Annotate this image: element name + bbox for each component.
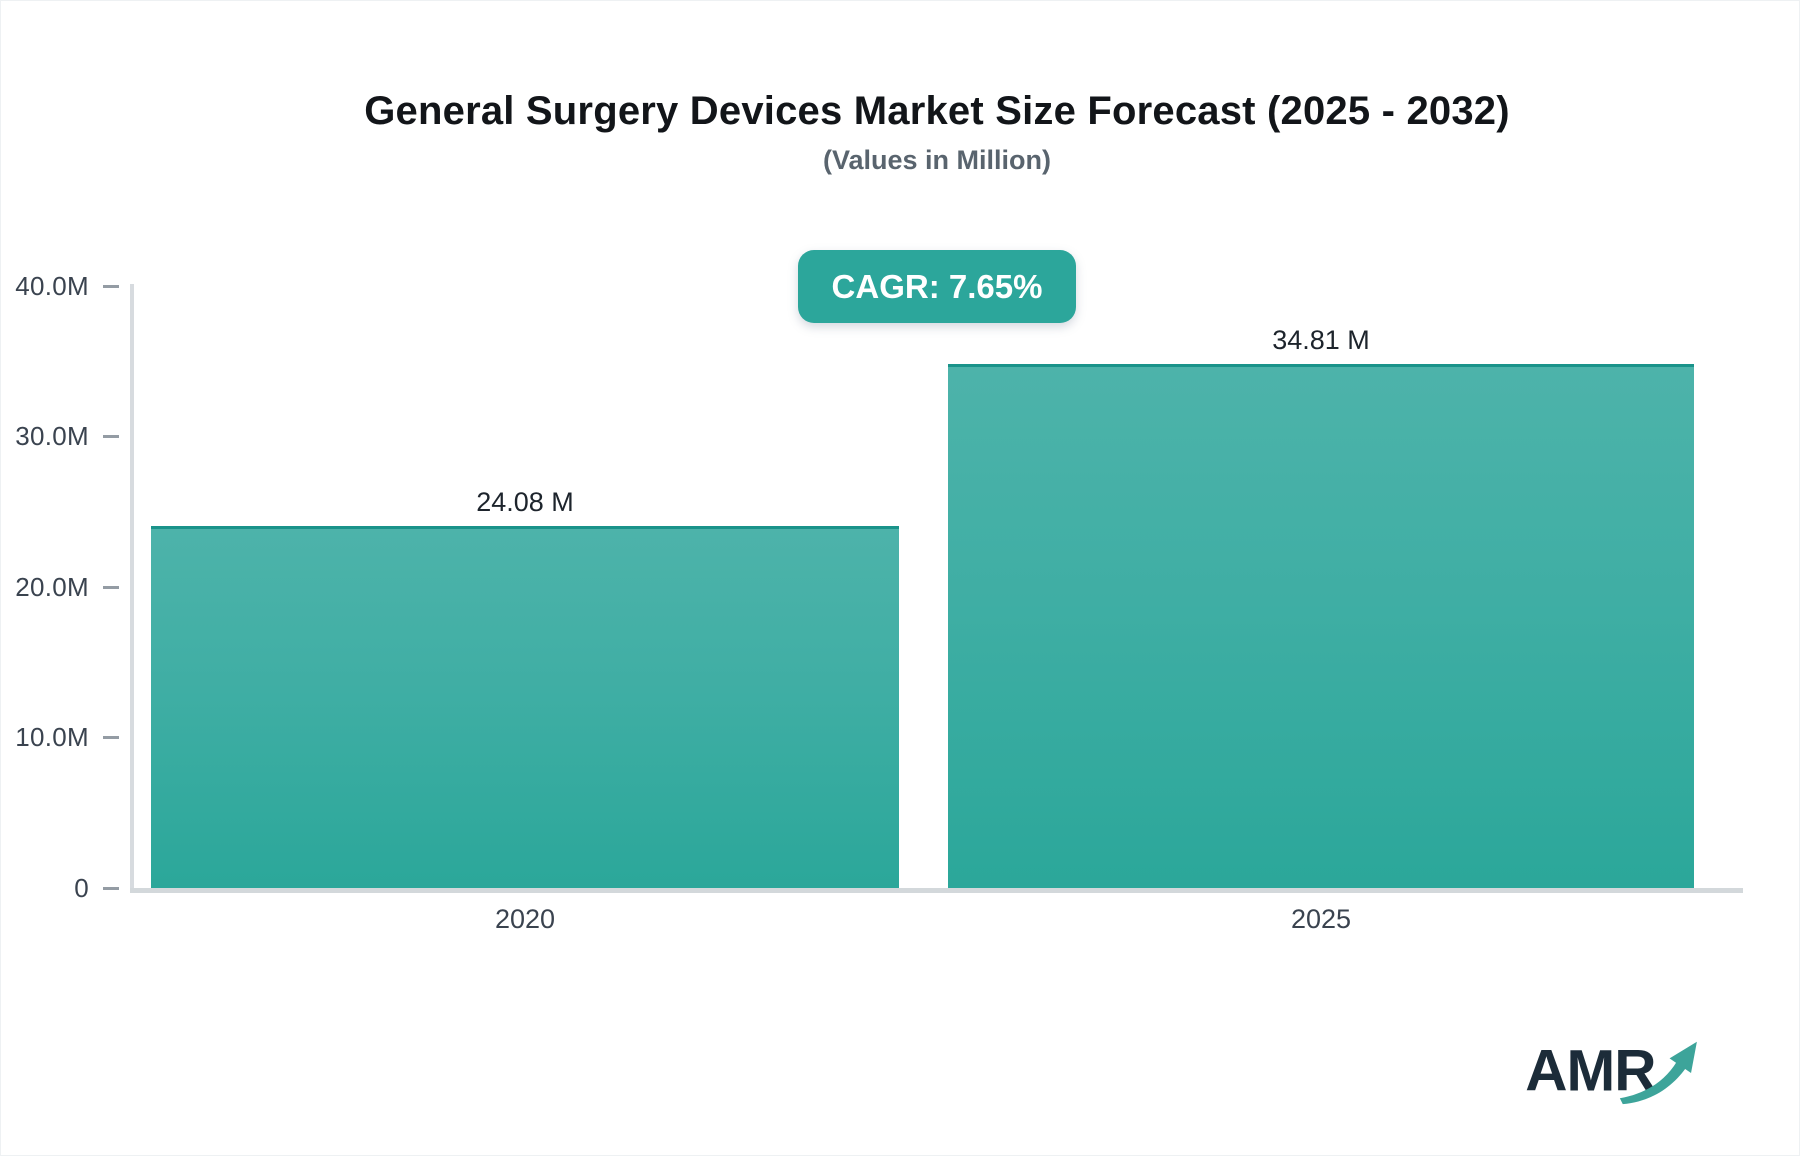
chart-header: General Surgery Devices Market Size Fore… (131, 87, 1743, 177)
chart-subtitle: (Values in Million) (822, 145, 1052, 175)
bar-slot-2020: 24.08 M (151, 286, 899, 888)
x-tick-2025: 2025 (1290, 904, 1352, 934)
tick-dash (103, 284, 119, 288)
bar-value-label: 24.08 M (476, 486, 574, 517)
y-tick-30m: 30.0M (1, 421, 131, 452)
amr-logo: AMR (1525, 1039, 1697, 1105)
x-axis-line (130, 888, 1743, 893)
tick-dash (103, 886, 119, 890)
y-tick-label: 0 (74, 872, 89, 903)
x-axis: 2020 2025 (131, 904, 1743, 944)
tick-dash (103, 736, 119, 739)
tick-dash (103, 435, 119, 438)
amr-logo-text: AMR (1525, 1039, 1656, 1104)
y-tick-20m: 20.0M (1, 572, 131, 602)
logo-arrow-swoosh-icon (1619, 1057, 1690, 1105)
cagr-badge: CAGR: 7.65% (797, 250, 1077, 323)
y-axis-line (130, 284, 134, 893)
y-tick-10m: 10.0M (1, 722, 131, 753)
logo-arrow-head-icon (1669, 1041, 1697, 1073)
bar-value-label: 34.81 M (1272, 325, 1370, 356)
y-tick-label: 30.0M (15, 421, 89, 451)
y-tick-label: 10.0M (15, 722, 89, 752)
y-tick-40m: 40.0M (1, 271, 131, 301)
x-tick-2020: 2020 (494, 904, 556, 934)
y-tick-0: 0 (1, 873, 131, 903)
bar-slot-2025: 34.81 M (948, 286, 1694, 888)
badge-row: CAGR: 7.65% (131, 250, 1743, 323)
bar-2020[interactable]: 24.08 M (151, 487, 899, 888)
tick-dash (103, 585, 119, 589)
chart-title: General Surgery Devices Market Size Fore… (364, 89, 1510, 133)
y-tick-label: 40.0M (15, 270, 89, 301)
y-tick-label: 20.0M (15, 571, 89, 602)
y-axis: 0 10.0M 20.0M 30.0M 40.0M (1, 271, 131, 903)
bar-2025[interactable]: 34.81 M (948, 325, 1694, 888)
plot-area: 24.08 M 34.81 M (131, 286, 1743, 888)
